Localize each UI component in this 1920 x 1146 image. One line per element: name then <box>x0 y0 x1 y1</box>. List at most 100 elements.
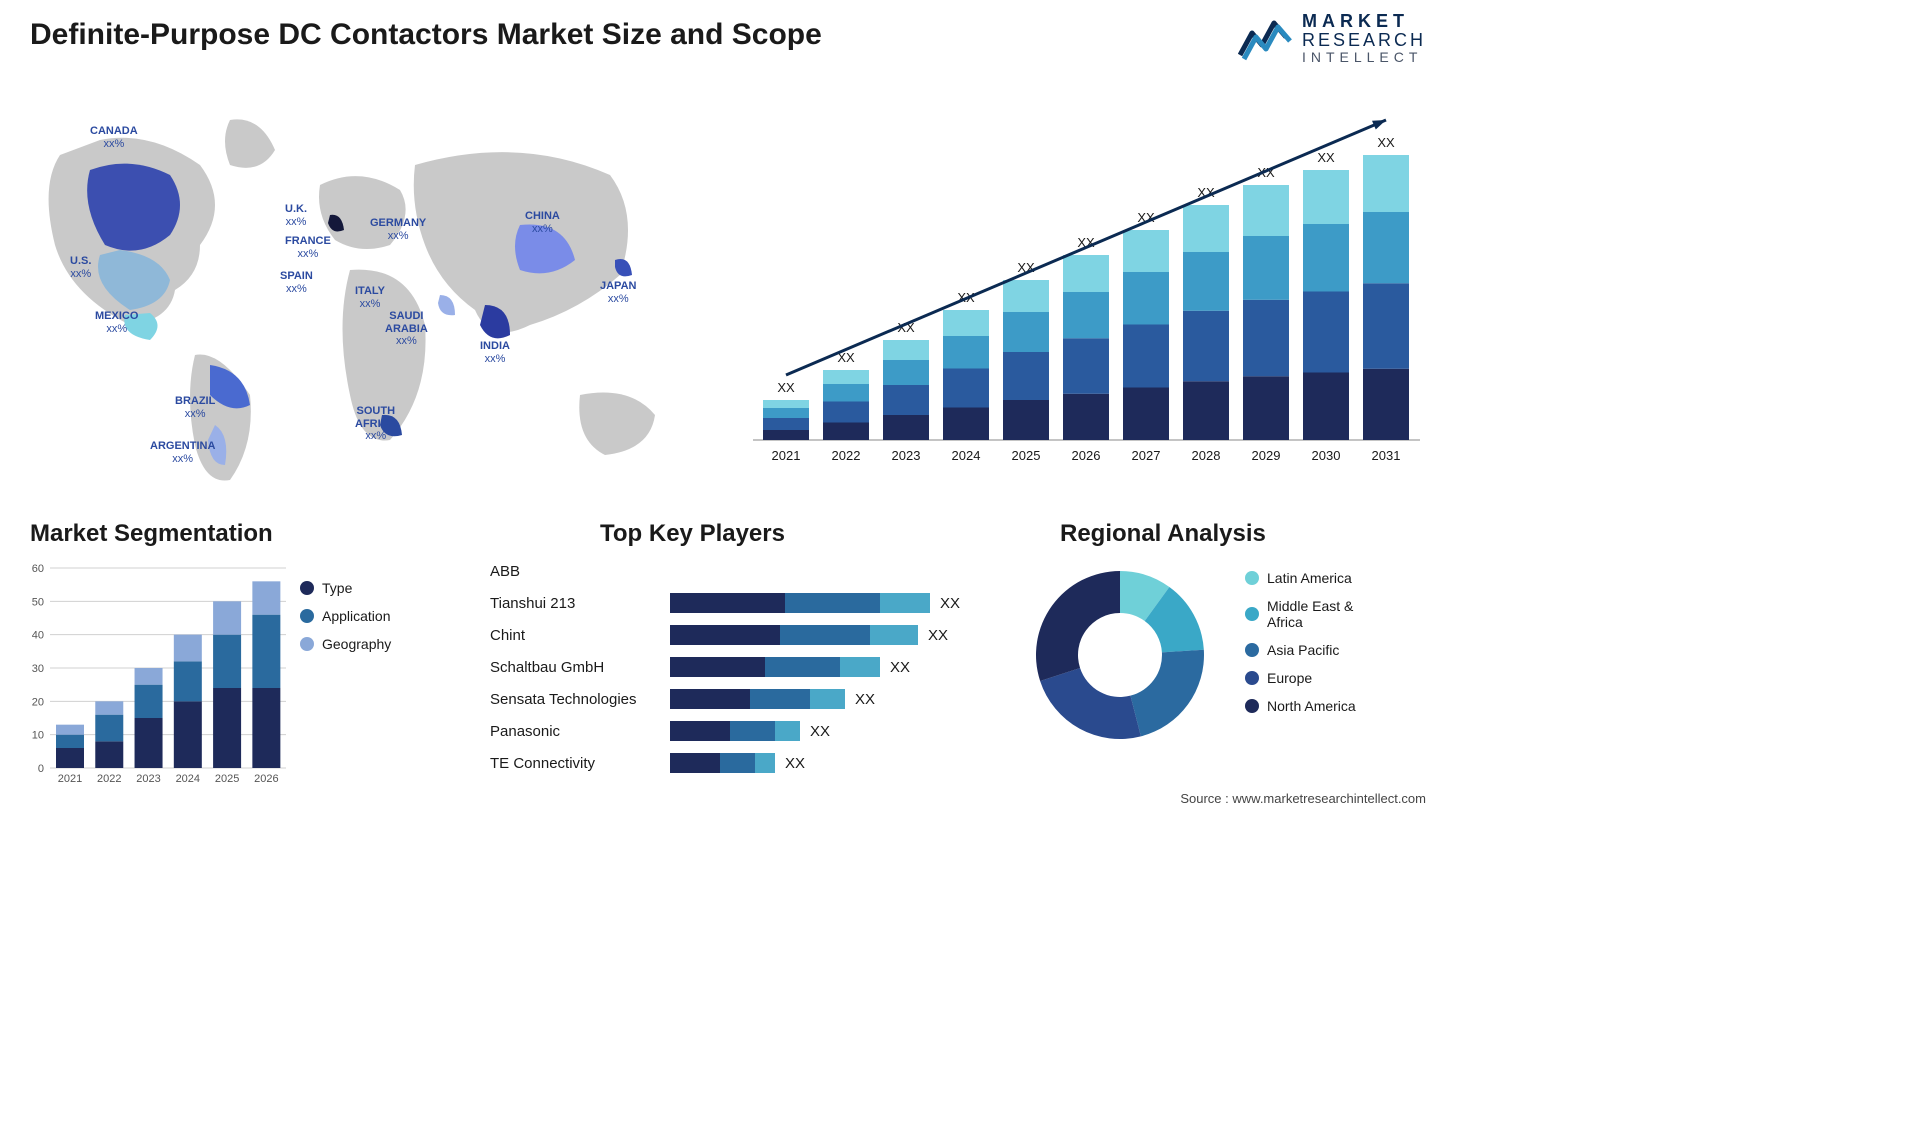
main-year-2022: 2022 <box>832 448 861 463</box>
player-row-te-connectivity: TE Connectivity XX <box>490 747 990 779</box>
segmentation-legend: Type Application Geography <box>300 580 440 664</box>
brand-logo: MARKET RESEARCH INTELLECT <box>1238 12 1426 64</box>
player-bar <box>670 657 880 677</box>
svg-text:10: 10 <box>32 730 44 742</box>
seg-legend-type: Type <box>300 580 440 596</box>
map-label-brazil: BRAZILxx% <box>175 395 215 420</box>
seg-bar-2025-1 <box>213 635 241 688</box>
map-label-india: INDIAxx% <box>480 340 510 365</box>
main-bar-2024-seg0 <box>943 408 989 441</box>
player-bar-seg <box>670 657 765 677</box>
regional-legend-item: Latin America <box>1245 570 1435 586</box>
main-year-2025: 2025 <box>1012 448 1041 463</box>
seg-bar-2023-2 <box>135 668 163 685</box>
seg-bar-2024-2 <box>174 635 202 662</box>
main-bar-2021-seg3 <box>763 400 809 408</box>
map-label-saudi-arabia: SAUDIARABIAxx% <box>385 310 428 348</box>
player-value: XX <box>785 755 805 772</box>
player-bar-seg <box>780 625 870 645</box>
main-bar-2031-seg3 <box>1363 155 1409 212</box>
main-year-2021: 2021 <box>772 448 801 463</box>
map-label-canada: CANADAxx% <box>90 125 138 150</box>
main-bar-2022-seg0 <box>823 423 869 441</box>
main-year-2030: 2030 <box>1312 448 1341 463</box>
player-row-sensata-technologies: Sensata TechnologiesXX <box>490 683 990 715</box>
logo-line-2: RESEARCH <box>1302 31 1426 50</box>
main-bar-2031-seg2 <box>1363 212 1409 283</box>
main-bar-2027-seg1 <box>1123 325 1169 388</box>
svg-text:20: 20 <box>32 696 44 708</box>
map-label-japan: JAPANxx% <box>600 280 636 305</box>
seg-bar-2026-2 <box>252 581 280 614</box>
donut-slice-europe <box>1040 668 1141 739</box>
regional-legend: Latin America Middle East &Africa Asia Pac… <box>1245 570 1435 726</box>
player-bar-seg <box>670 593 785 613</box>
main-year-2028: 2028 <box>1192 448 1221 463</box>
segmentation-chart: 0102030405060202120222023202420252026 <box>20 560 290 790</box>
svg-text:50: 50 <box>32 596 44 608</box>
main-bar-2021-seg2 <box>763 408 809 418</box>
regional-legend-item: Middle East &Africa <box>1245 598 1435 630</box>
main-bar-2022-seg3 <box>823 370 869 384</box>
player-value: XX <box>810 723 830 740</box>
segmentation-title: Market Segmentation <box>30 520 273 548</box>
map-label-france: FRANCExx% <box>285 235 331 260</box>
player-label: TE Connectivity <box>490 755 670 772</box>
player-label: Schaltbau GmbH <box>490 659 670 676</box>
player-value: XX <box>890 659 910 676</box>
main-bar-2025-seg0 <box>1003 400 1049 440</box>
player-bar-seg <box>810 689 845 709</box>
map-label-u-k-: U.K.xx% <box>285 203 307 228</box>
seg-legend-label: Application <box>322 608 391 624</box>
main-year-2031: 2031 <box>1372 448 1401 463</box>
regional-legend-item: Asia Pacific <box>1245 642 1435 658</box>
main-bar-2024-seg2 <box>943 336 989 369</box>
player-bar-seg <box>785 593 880 613</box>
player-bar <box>670 721 800 741</box>
regional-legend-label: Latin America <box>1267 570 1352 586</box>
main-year-2026: 2026 <box>1072 448 1101 463</box>
map-label-mexico: MEXICOxx% <box>95 310 138 335</box>
svg-text:2026: 2026 <box>254 773 278 785</box>
player-bar-seg <box>840 657 880 677</box>
player-value: XX <box>940 595 960 612</box>
main-bar-2031-seg0 <box>1363 369 1409 440</box>
main-bar-2026-seg0 <box>1063 394 1109 440</box>
player-label: Panasonic <box>490 723 670 740</box>
source-label: Source : www.marketresearchintellect.com <box>1180 791 1426 806</box>
main-bar-2025-seg2 <box>1003 312 1049 352</box>
player-bar-seg <box>720 753 755 773</box>
main-bar-2021-seg0 <box>763 430 809 440</box>
svg-text:2024: 2024 <box>176 773 200 785</box>
svg-text:2023: 2023 <box>136 773 160 785</box>
player-row-schaltbau-gmbh: Schaltbau GmbH XX <box>490 651 990 683</box>
seg-bar-2024-0 <box>174 701 202 768</box>
player-label: Sensata Technologies <box>490 691 670 708</box>
player-bar-seg <box>670 625 780 645</box>
seg-bar-2025-2 <box>213 601 241 634</box>
map-label-germany: GERMANYxx% <box>370 217 426 242</box>
donut-slice-north-america <box>1036 571 1120 681</box>
regional-legend-label: North America <box>1267 698 1356 714</box>
main-bar-2023-seg2 <box>883 360 929 385</box>
main-bar-label-2021: XX <box>777 380 795 395</box>
player-bar <box>670 753 775 773</box>
main-bar-2030-seg3 <box>1303 170 1349 224</box>
main-bar-2025-seg1 <box>1003 352 1049 400</box>
seg-legend-application: Application <box>300 608 440 624</box>
main-bar-2026-seg3 <box>1063 255 1109 292</box>
players-chart: ABBTianshui 213XXChintXXSchaltbau GmbHXX… <box>490 555 990 779</box>
player-row-panasonic: Panasonic XX <box>490 715 990 747</box>
seg-legend-geography: Geography <box>300 636 440 652</box>
main-year-2029: 2029 <box>1252 448 1281 463</box>
main-bar-2029-seg2 <box>1243 236 1289 300</box>
seg-bar-2023-0 <box>135 718 163 768</box>
main-bar-2022-seg1 <box>823 402 869 423</box>
seg-bar-2022-1 <box>95 715 123 742</box>
player-label: Chint <box>490 627 670 644</box>
player-bar-seg <box>755 753 775 773</box>
regional-legend-label: Asia Pacific <box>1267 642 1339 658</box>
main-year-2027: 2027 <box>1132 448 1161 463</box>
player-bar-seg <box>765 657 840 677</box>
regional-title: Regional Analysis <box>1060 520 1266 548</box>
